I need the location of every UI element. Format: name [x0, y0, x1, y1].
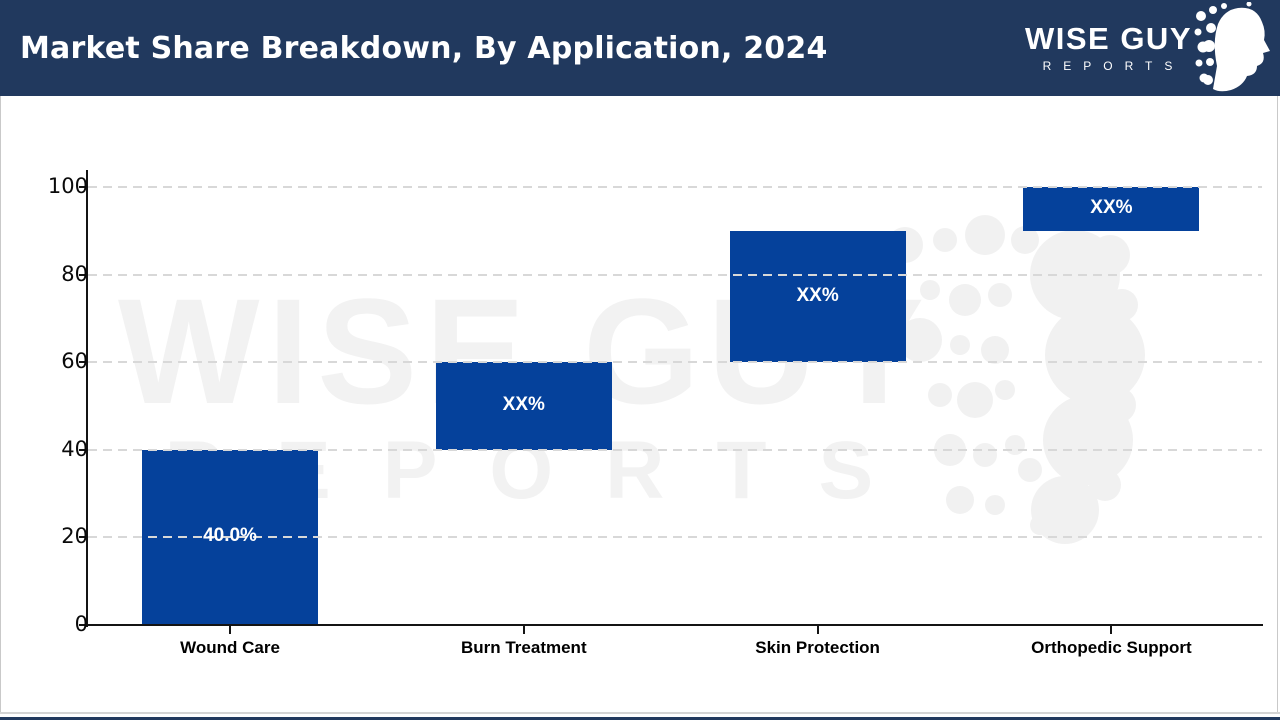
- y-tick-label-100: 100: [47, 174, 88, 198]
- gridline-100: [88, 186, 1262, 188]
- card-border-right: [1277, 96, 1278, 713]
- header-bar: Market Share Breakdown, By Application, …: [0, 0, 1280, 96]
- bar-value-label-orthopedic-support: XX%: [1090, 196, 1133, 218]
- gridline-20: [88, 536, 1262, 539]
- wiseguy-logo: WISE GUY REPORTS: [1022, 0, 1272, 96]
- y-tick-label-40: 40: [61, 436, 88, 461]
- y-tick-mark-0: [79, 624, 87, 626]
- bar-value-label-skin-protection: XX%: [796, 284, 839, 306]
- y-tick-label-0: 0: [74, 612, 88, 636]
- wiseguy-logo-line1: WISE GUY: [1024, 21, 1192, 56]
- y-tick-mark-60: [79, 361, 87, 364]
- page-title: Market Share Breakdown, By Application, …: [20, 30, 828, 66]
- bar-orthopedic-support: [1023, 187, 1200, 231]
- x-tick-mark-wound-care: [229, 626, 231, 634]
- y-tick-mark-40: [79, 448, 87, 451]
- wiseguy-logo-face-icon: [1194, 2, 1270, 92]
- x-tick-mark-skin-protection: [816, 626, 819, 634]
- y-axis-spine: [86, 170, 88, 627]
- bar-value-label-wound-care: 40.0%: [203, 525, 257, 547]
- wiseguy-logo-line2: REPORTS: [1042, 59, 1185, 73]
- bar-skin-protection: [729, 230, 906, 363]
- footer-bar: [0, 717, 1280, 720]
- y-tick-label-20: 20: [61, 524, 88, 549]
- wiseguy-logo-text: WISE GUY REPORTS: [1025, 23, 1192, 73]
- y-tick-mark-100: [79, 186, 87, 188]
- y-tick-label-60: 60: [61, 349, 88, 374]
- y-tick-mark-20: [79, 536, 87, 539]
- x-tick-label-orthopedic-support: Orthopedic Support: [1031, 638, 1192, 657]
- bar-value-label-burn-treatment: XX%: [502, 394, 545, 415]
- gridline-40: [88, 448, 1262, 451]
- card-border-left: [0, 96, 1, 713]
- x-tick-label-wound-care: Wound Care: [180, 638, 280, 657]
- x-tick-label-burn-treatment: Burn Treatment: [460, 638, 587, 657]
- card-border-bottom: [0, 712, 1280, 714]
- x-tick-mark-orthopedic-support: [1110, 626, 1113, 634]
- x-tick-mark-burn-treatment: [522, 626, 525, 634]
- x-axis-spine: [86, 624, 1263, 626]
- gridline-80: [88, 273, 1262, 276]
- y-tick-mark-80: [79, 273, 87, 276]
- y-tick-label-80: 80: [61, 261, 88, 286]
- bar-burn-treatment: [435, 362, 612, 450]
- x-tick-label-skin-protection: Skin Protection: [755, 638, 880, 657]
- gridline-60: [88, 361, 1262, 364]
